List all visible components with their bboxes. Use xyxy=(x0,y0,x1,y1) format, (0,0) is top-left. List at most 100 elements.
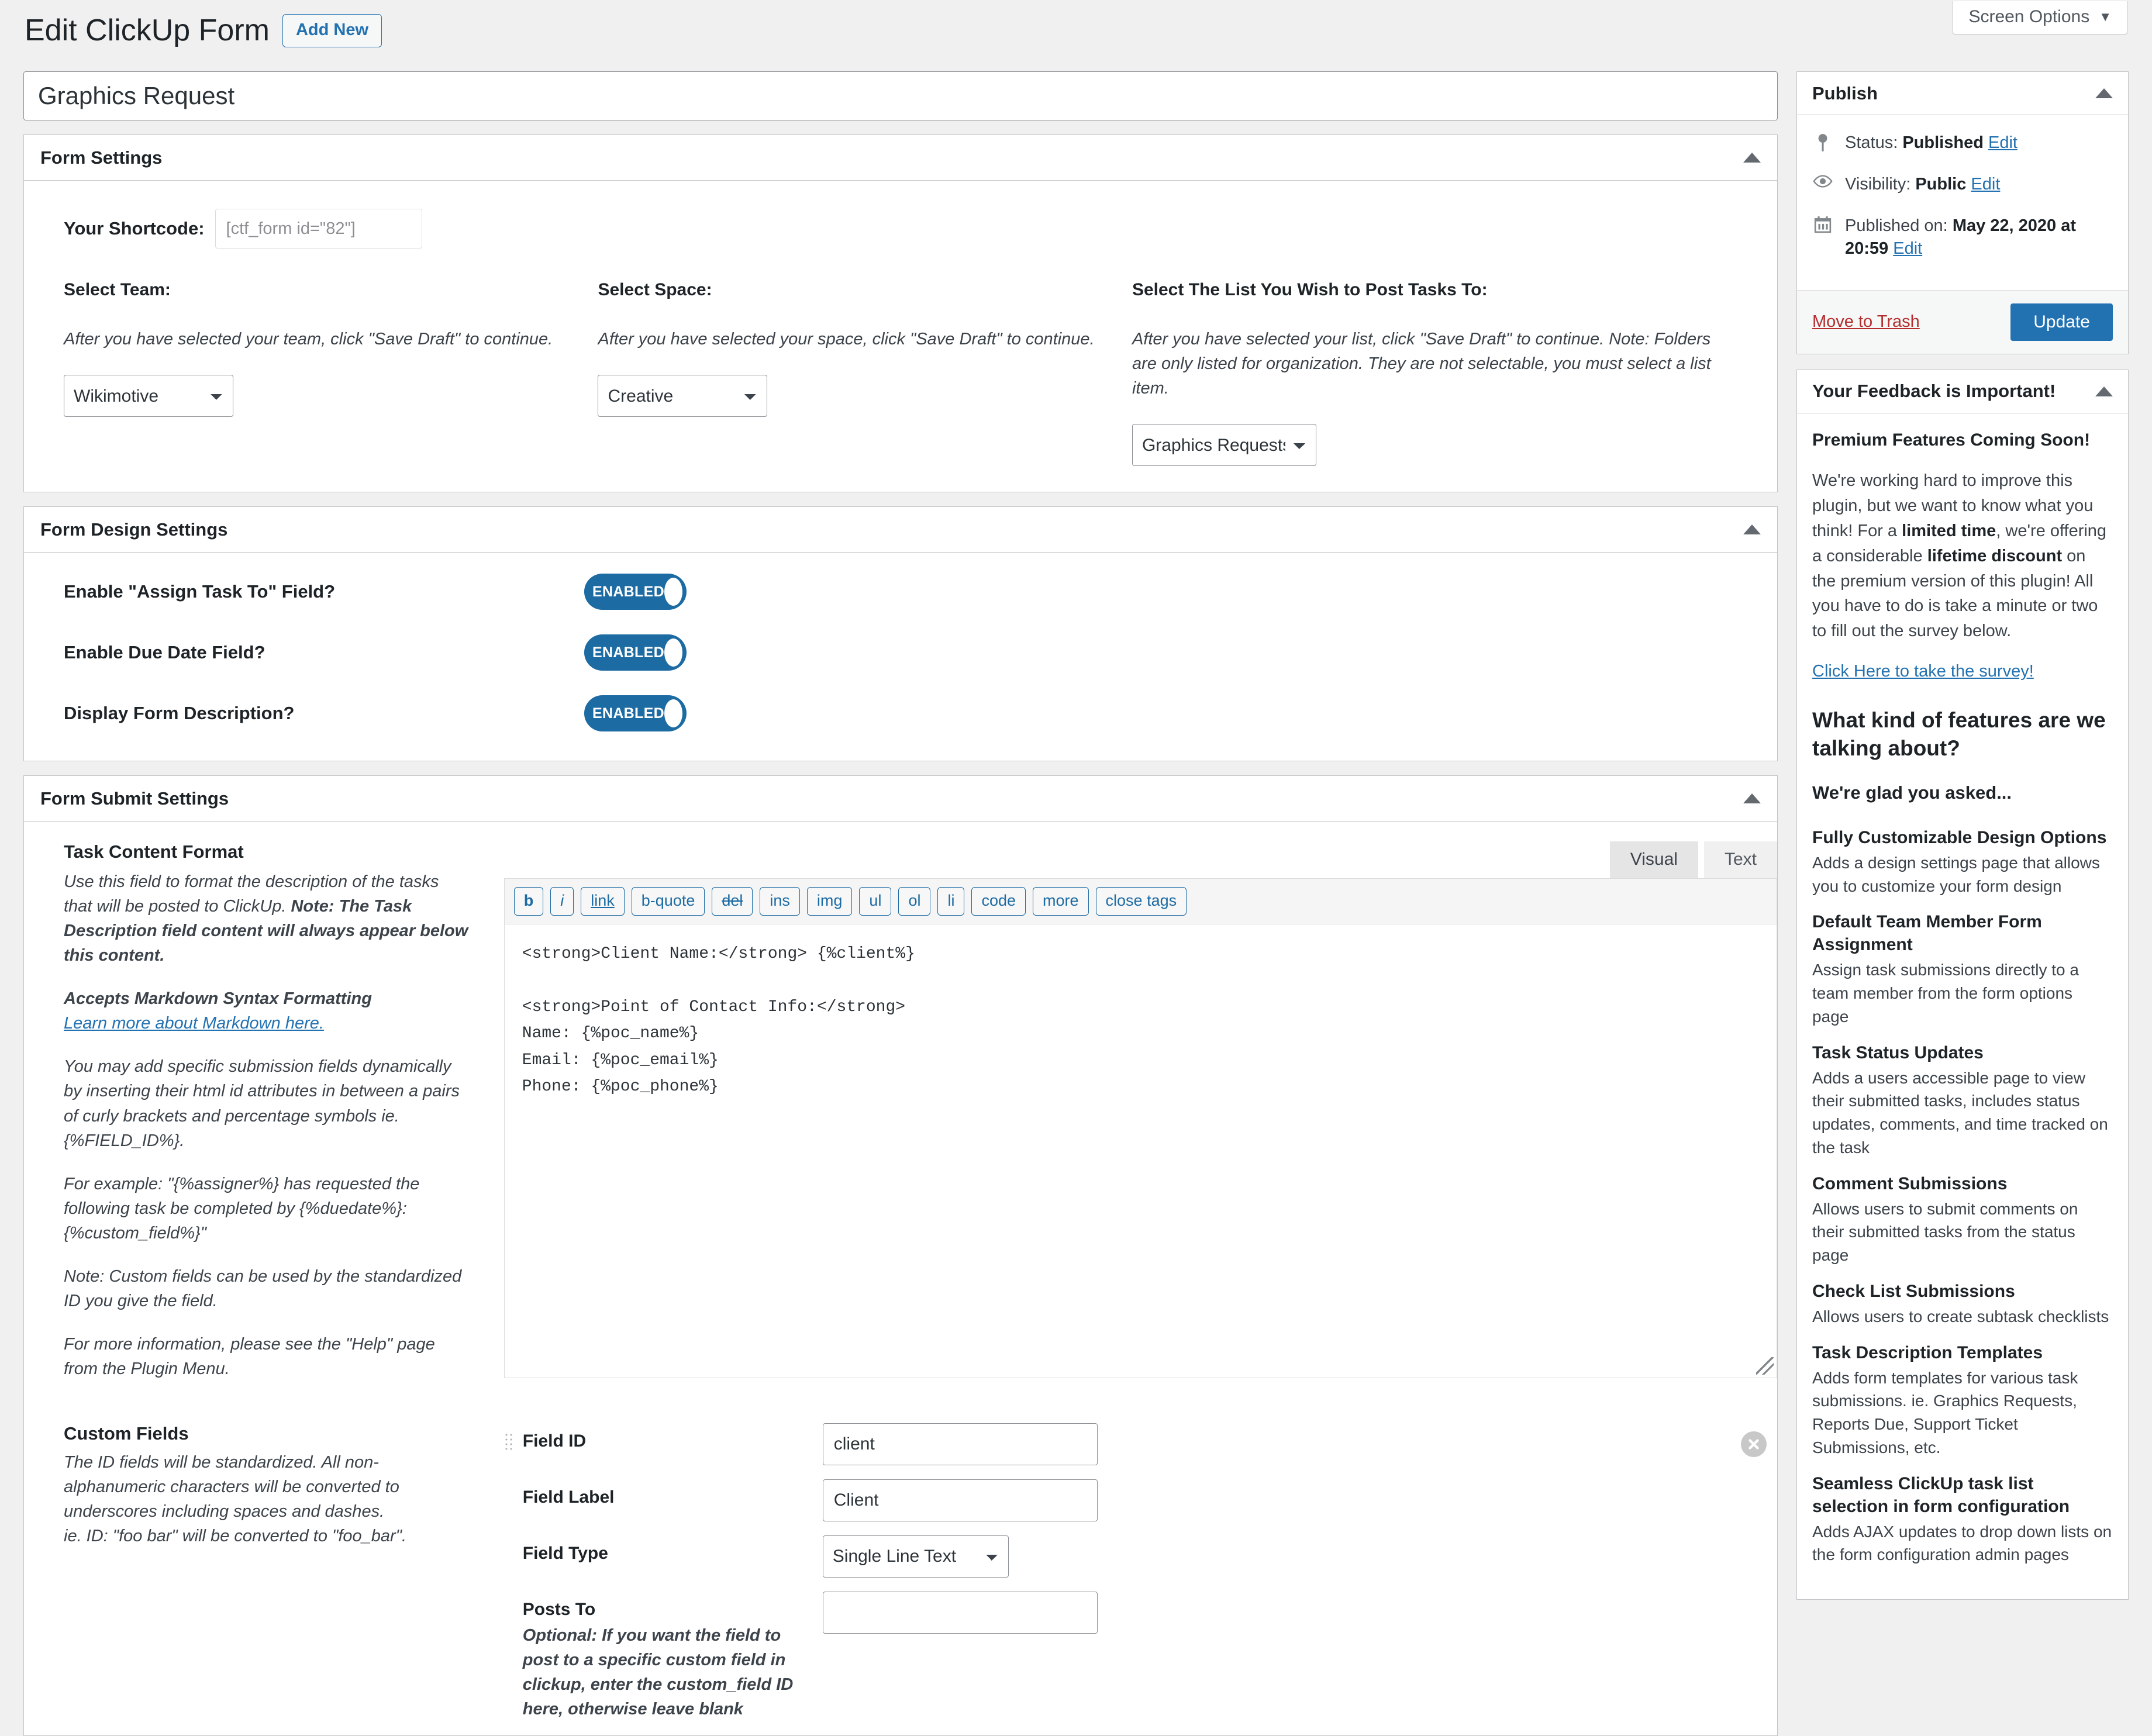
qt-ul-button[interactable]: ul xyxy=(859,887,892,916)
task-content-markdown-link-wrap: Learn more about Markdown here. xyxy=(64,1011,469,1036)
page-header: Edit ClickUp Form Add New xyxy=(25,13,382,47)
feature-desc: Adds a users accessible page to view the… xyxy=(1812,1068,2108,1157)
eye-icon xyxy=(1812,173,1833,188)
publish-body: Status: Published Edit Visibility: Publi… xyxy=(1797,115,2128,290)
shortcode-input[interactable] xyxy=(215,209,422,249)
select-team-dropdown[interactable]: Wikimotive xyxy=(64,375,233,417)
markdown-help-link[interactable]: Learn more about Markdown here. xyxy=(64,1014,324,1033)
drag-handle-icon[interactable] xyxy=(503,1432,515,1450)
posts-to-input[interactable] xyxy=(822,1591,1098,1634)
qt-ol-button[interactable]: ol xyxy=(898,887,931,916)
form-settings-panel: Form Settings Your Shortcode: Select Tea… xyxy=(23,134,1778,493)
qt-close-tags-button[interactable]: close tags xyxy=(1095,887,1187,916)
qt-bold-button[interactable]: b xyxy=(513,887,544,916)
select-list-dropdown[interactable]: Graphics Requests xyxy=(1132,424,1316,467)
tab-visual[interactable]: Visual xyxy=(1609,841,1698,879)
select-team-label: Select Team: xyxy=(64,280,171,299)
field-type-dropdown[interactable]: Single Line Text xyxy=(822,1535,1009,1578)
form-submit-settings-header[interactable]: Form Submit Settings xyxy=(24,776,1777,822)
feedback-glad: We're glad you asked... xyxy=(1812,782,2012,803)
task-content-format-title: Task Content Format xyxy=(64,841,244,862)
add-new-button[interactable]: Add New xyxy=(282,14,382,47)
select-list-hint: After you have selected your list, click… xyxy=(1132,330,1711,398)
feedback-header[interactable]: Your Feedback is Important! xyxy=(1797,370,2128,413)
visibility-edit-link[interactable]: Edit xyxy=(1971,175,2001,194)
chevron-down-icon: ▼ xyxy=(2099,9,2112,24)
field-id-input[interactable] xyxy=(822,1423,1098,1465)
form-settings-header[interactable]: Form Settings xyxy=(24,135,1777,181)
select-grid: Select Team: After you have selected you… xyxy=(64,280,1754,467)
field-label-label: Field Label xyxy=(522,1487,615,1507)
status-text: Status: Published Edit xyxy=(1845,132,2017,154)
task-content-textarea[interactable]: <strong>Client Name:</strong> {%client%}… xyxy=(504,924,1777,1375)
feature-title: Fully Customizable Design Options xyxy=(1812,827,2107,847)
remove-field-icon[interactable] xyxy=(1741,1431,1767,1457)
shortcode-label: Your Shortcode: xyxy=(64,218,205,239)
survey-link[interactable]: Click Here to take the survey! xyxy=(1812,662,2034,681)
collapse-arrow-icon[interactable] xyxy=(1743,153,1761,163)
design-row: Enable "Assign Task To" Field? ENABLED xyxy=(64,574,1754,610)
visibility-label: Visibility: xyxy=(1845,175,1911,194)
select-space-dropdown[interactable]: Creative xyxy=(598,375,768,417)
admin-page: Screen Options ▼ Edit ClickUp Form Add N… xyxy=(23,1,2129,1736)
feature-item: Seamless ClickUp task list selection in … xyxy=(1812,1472,2113,1567)
posts-to-label: Posts To xyxy=(522,1599,596,1619)
qt-link-button[interactable]: link xyxy=(581,887,625,916)
form-settings-title: Form Settings xyxy=(40,147,163,168)
feature-item: Default Team Member Form Assignment Assi… xyxy=(1812,910,2113,1028)
feature-item: Task Description Templates Adds form tem… xyxy=(1812,1341,2113,1459)
task-content-p5: Note: Custom fields can be used by the s… xyxy=(64,1266,462,1310)
qt-italic-button[interactable]: i xyxy=(550,887,574,916)
form-title-input[interactable] xyxy=(23,71,1778,120)
task-content-p4: For example: "{%assigner%} has requested… xyxy=(64,1174,420,1243)
form-design-settings-title: Form Design Settings xyxy=(40,519,228,540)
form-design-settings-header[interactable]: Form Design Settings xyxy=(24,507,1777,553)
status-value: Published xyxy=(1902,133,1984,152)
tab-text[interactable]: Text xyxy=(1703,841,1777,879)
toggle-state-label: ENABLED xyxy=(592,644,664,661)
feature-title: Task Status Updates xyxy=(1812,1043,1984,1062)
published-on-edit-link[interactable]: Edit xyxy=(1893,239,1923,258)
page-title: Edit ClickUp Form xyxy=(25,13,270,47)
collapse-arrow-icon[interactable] xyxy=(2095,386,2113,396)
field-label-input[interactable] xyxy=(822,1479,1098,1521)
qt-more-button[interactable]: more xyxy=(1033,887,1089,916)
qt-li-button[interactable]: li xyxy=(937,887,965,916)
update-button[interactable]: Update xyxy=(2010,303,2113,341)
display-form-description-toggle[interactable]: ENABLED xyxy=(584,695,687,732)
feature-desc: Adds a design settings page that allows … xyxy=(1812,853,2100,895)
published-on-value: May 22, 2020 at 20:59 xyxy=(1845,216,2077,258)
qt-del-button[interactable]: del xyxy=(712,887,753,916)
toggle-state-label: ENABLED xyxy=(592,705,664,722)
editor-tabs: Visual Text xyxy=(504,841,1777,879)
collapse-arrow-icon[interactable] xyxy=(1743,793,1761,804)
feature-desc: Assign task submissions directly to a te… xyxy=(1812,961,2079,1026)
qt-blockquote-button[interactable]: b-quote xyxy=(631,887,705,916)
qt-ins-button[interactable]: ins xyxy=(760,887,800,916)
posts-to-label-wrap: Posts To Optional: If you want the field… xyxy=(504,1592,823,1721)
visibility-row: Visibility: Public Edit xyxy=(1812,173,2113,196)
status-edit-link[interactable]: Edit xyxy=(1988,133,2017,152)
publish-title: Publish xyxy=(1812,82,1878,103)
select-list-group: Select The List You Wish to Post Tasks T… xyxy=(1132,280,1754,467)
field-type-label-wrap: Field Type xyxy=(504,1535,823,1564)
due-date-field-toggle[interactable]: ENABLED xyxy=(584,634,687,671)
select-team-group: Select Team: After you have selected you… xyxy=(64,280,598,466)
assign-task-field-toggle[interactable]: ENABLED xyxy=(584,574,687,610)
feature-item: Fully Customizable Design Options Adds a… xyxy=(1812,826,2113,898)
feature-desc: Adds form templates for various task sub… xyxy=(1812,1368,2078,1457)
feedback-panel: Your Feedback is Important! Premium Feat… xyxy=(1796,369,2129,1600)
publish-header[interactable]: Publish xyxy=(1797,72,2128,115)
screen-options-button[interactable]: Screen Options ▼ xyxy=(1953,1,2127,34)
feature-item: Comment Submissions Allows users to subm… xyxy=(1812,1172,2113,1267)
task-content-p2: Accepts Markdown Syntax Formatting xyxy=(64,989,372,1009)
qt-code-button[interactable]: code xyxy=(971,887,1026,916)
visibility-text: Visibility: Public Edit xyxy=(1845,173,2000,196)
move-to-trash-link[interactable]: Move to Trash xyxy=(1812,312,1920,332)
collapse-arrow-icon[interactable] xyxy=(2095,88,2113,98)
custom-fields-row: Custom Fields The ID fields will be stan… xyxy=(24,1400,1777,1735)
collapse-arrow-icon[interactable] xyxy=(1743,524,1761,535)
qt-img-button[interactable]: img xyxy=(806,887,853,916)
resize-handle-icon[interactable] xyxy=(1756,1357,1774,1375)
feature-item: Check List Submissions Allows users to c… xyxy=(1812,1280,2113,1328)
